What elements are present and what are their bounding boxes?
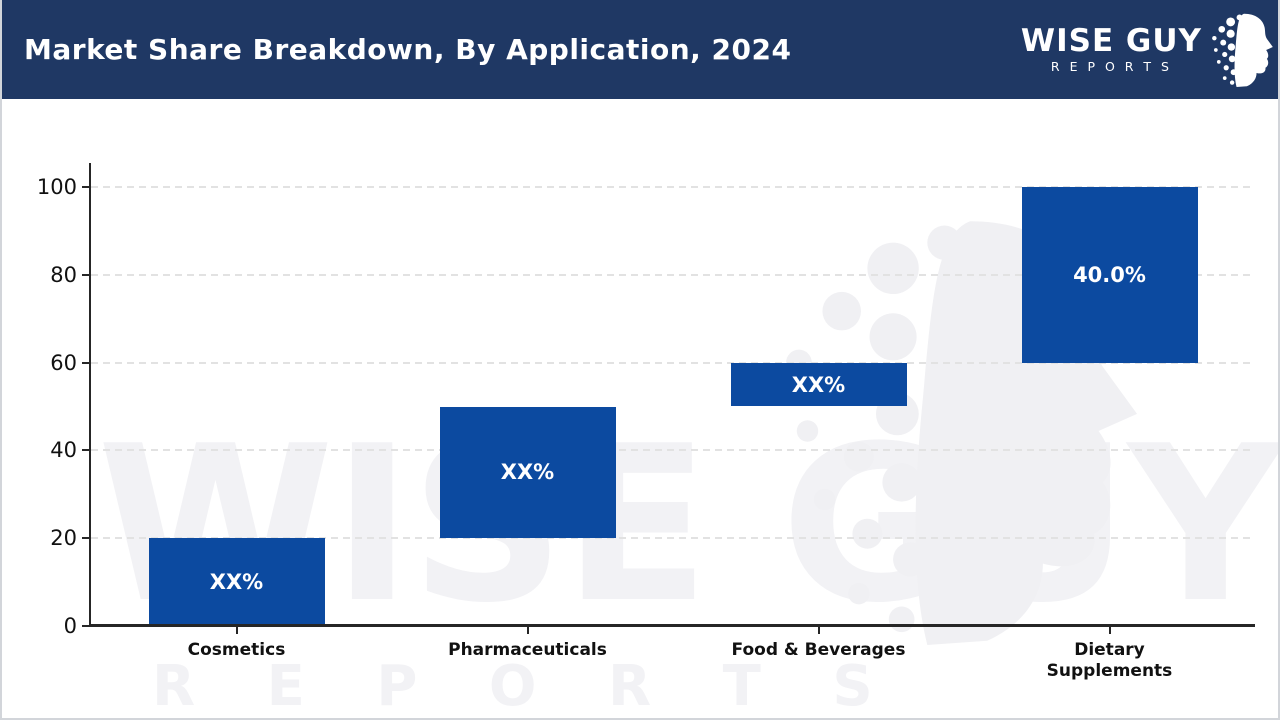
y-tick-label: 20 — [50, 526, 77, 551]
bar-cosmetics: XX% — [148, 538, 325, 626]
chart-area: WISE GUY R E P O R T S 0 20 40 60 80 100 XX% Co… — [2, 99, 1278, 718]
x-tick-mark-0 — [235, 626, 238, 634]
header: Market Share Breakdown, By Application, … — [2, 0, 1278, 99]
x-axis-line — [89, 624, 1255, 627]
wise-guy-logo: WISE GUY R E P O R T S — [1021, 8, 1278, 92]
y-tick-label: 100 — [36, 175, 77, 199]
y-tick-mark-80 — [82, 273, 89, 276]
gridline-80 — [91, 273, 1255, 276]
gridline-60 — [91, 361, 1255, 364]
y-tick-label: 80 — [50, 262, 77, 287]
bar-value-label: 40.0% — [1073, 262, 1146, 287]
gridline-40 — [91, 449, 1255, 452]
gridline-100 — [91, 186, 1255, 188]
bar-value-label: XX% — [791, 372, 846, 397]
bar-dietary-supplements: 40.0% — [1021, 187, 1198, 363]
x-tick-mark-3 — [1108, 626, 1111, 634]
head-profile-dots-icon — [1204, 8, 1278, 92]
logo-brand-subtitle: R E P O R T S — [1050, 59, 1172, 75]
bar-value-label: XX% — [209, 570, 264, 595]
y-tick-mark-40 — [82, 449, 89, 452]
x-tick-label: Pharmaceuticals — [448, 640, 607, 660]
x-tick-label: Food & Beverages — [731, 640, 906, 660]
y-tick-label: 0 — [63, 614, 77, 638]
y-tick-label: 60 — [50, 350, 77, 375]
gridline-20 — [91, 537, 1255, 540]
chart-title: Market Share Breakdown, By Application, … — [24, 33, 792, 66]
y-axis-line — [89, 163, 91, 627]
y-tick-mark-100 — [82, 186, 89, 188]
y-tick-mark-20 — [82, 537, 89, 540]
y-tick-label: 40 — [50, 438, 77, 463]
plot-area: 0 20 40 60 80 100 XX% Cosmetics XX% Pharmaceutica… — [37, 163, 1255, 681]
x-tick-label: Cosmetics — [187, 640, 286, 660]
y-tick-mark-60 — [82, 361, 89, 364]
bar-pharmaceuticals: XX% — [439, 406, 616, 539]
x-tick-label: Dietary Supplements — [1046, 640, 1173, 682]
logo-text: WISE GUY R E P O R T S — [1021, 25, 1202, 75]
watermark-text-reports: R E P O R T S — [152, 654, 899, 718]
bar-food-beverages: XX% — [730, 362, 907, 407]
x-tick-mark-1 — [526, 626, 529, 634]
x-tick-mark-2 — [817, 626, 820, 634]
logo-brand-name: WISE GUY — [1020, 22, 1202, 59]
bar-value-label: XX% — [500, 460, 555, 485]
y-tick-mark-0 — [82, 625, 89, 627]
